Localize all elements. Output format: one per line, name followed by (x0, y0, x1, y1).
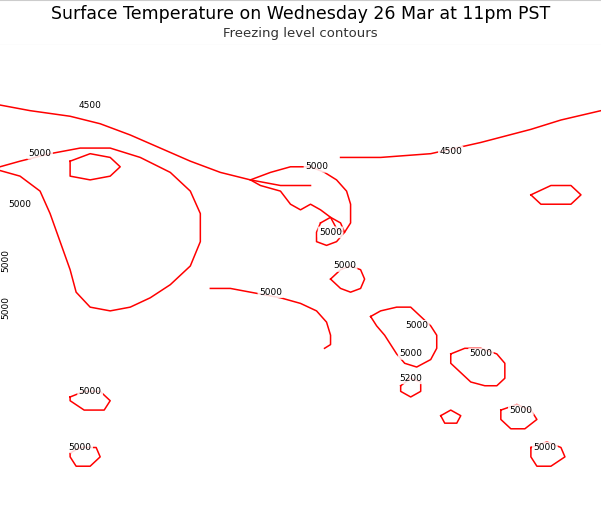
Text: 5000: 5000 (2, 249, 10, 272)
Text: 5000: 5000 (510, 406, 532, 415)
Text: Freezing level contours: Freezing level contours (223, 27, 378, 41)
Text: 5000: 5000 (2, 295, 10, 319)
Text: 4500: 4500 (79, 101, 102, 110)
Text: 5000: 5000 (469, 349, 492, 359)
Text: 5000: 5000 (69, 443, 91, 452)
Text: 5000: 5000 (8, 200, 31, 209)
Text: 5000: 5000 (79, 387, 102, 396)
Text: 5200: 5200 (399, 374, 422, 383)
Text: 5000: 5000 (333, 262, 356, 270)
Text: 5000: 5000 (399, 349, 422, 359)
Text: 4500: 4500 (439, 147, 462, 156)
Text: 5000: 5000 (534, 443, 557, 452)
Text: 5000: 5000 (405, 321, 428, 330)
Text: 5000: 5000 (319, 228, 342, 237)
Text: 5000: 5000 (29, 149, 52, 158)
Text: 5000: 5000 (259, 288, 282, 297)
Text: 5000: 5000 (305, 162, 328, 171)
Text: Surface Temperature on Wednesday 26 Mar at 11pm PST: Surface Temperature on Wednesday 26 Mar … (51, 5, 550, 23)
